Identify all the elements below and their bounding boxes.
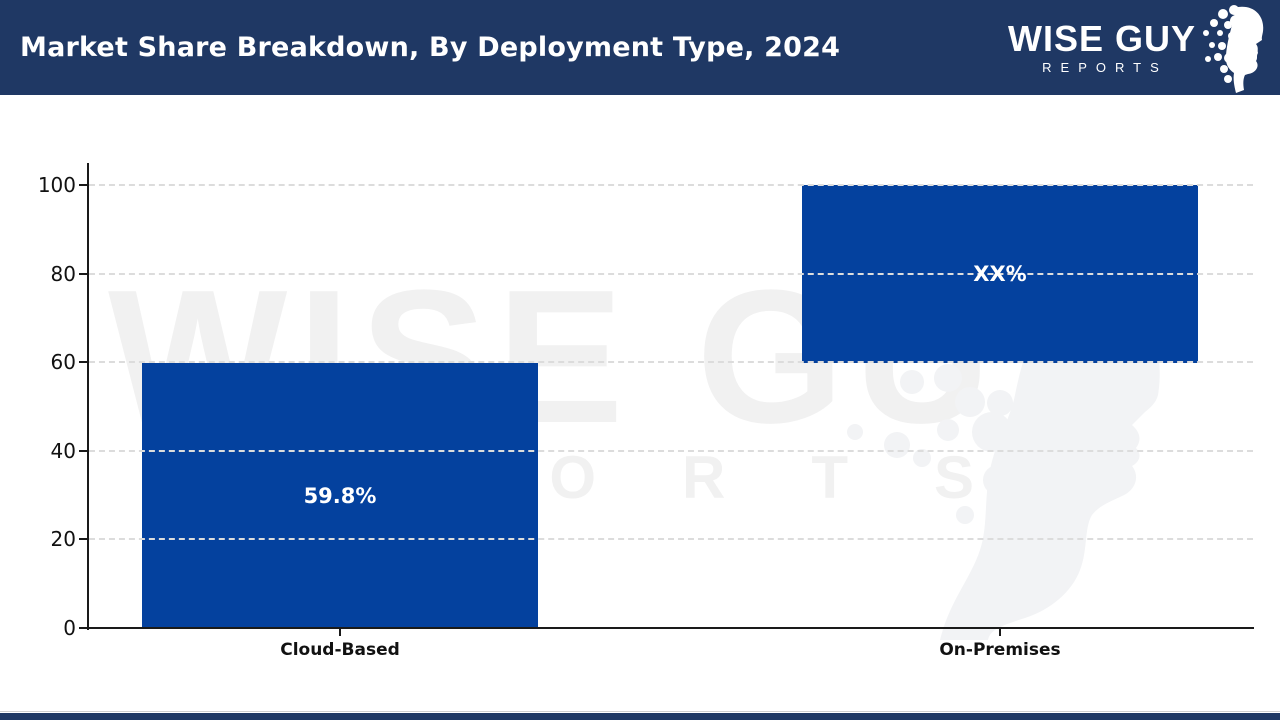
wise-guy-reports-logo: WISE GUY REPORTS bbox=[1008, 3, 1270, 93]
y-tick-0 bbox=[79, 627, 87, 629]
y-tick-label-20: 20 bbox=[50, 527, 76, 552]
y-gridline-20 bbox=[89, 538, 1253, 541]
y-tick-20 bbox=[79, 538, 87, 541]
x-axis-spine bbox=[86, 627, 1254, 629]
y-gridline-40 bbox=[89, 449, 1253, 452]
x-category-label: On-Premises bbox=[939, 640, 1061, 660]
logo-text: WISE GUY REPORTS bbox=[1007, 18, 1196, 75]
y-tick-label-80: 80 bbox=[50, 261, 76, 286]
y-axis-spine bbox=[87, 163, 89, 630]
watermark-face-icon bbox=[847, 300, 1160, 640]
y-gridline-60 bbox=[89, 361, 1253, 364]
x-tick-0 bbox=[339, 629, 341, 636]
x-category-label: Cloud-Based bbox=[280, 640, 400, 660]
chart-title: Market Share Breakdown, By Deployment Ty… bbox=[20, 32, 841, 63]
y-tick-60 bbox=[79, 361, 87, 364]
header: Market Share Breakdown, By Deployment Ty… bbox=[0, 0, 1280, 95]
y-tick-label-100: 100 bbox=[37, 173, 76, 198]
y-tick-80 bbox=[79, 272, 87, 275]
logo-face-icon bbox=[1203, 4, 1264, 93]
bar-value-label: XX% bbox=[973, 262, 1027, 287]
logo-wordmark: WISE GUY bbox=[1007, 18, 1196, 59]
footer-hairline bbox=[0, 711, 1280, 712]
logo-subtitle: REPORTS bbox=[1042, 60, 1168, 75]
footer-bar bbox=[0, 713, 1280, 720]
y-tick-100 bbox=[79, 184, 87, 187]
y-gridline-80 bbox=[89, 272, 1253, 275]
bar-value-label: 59.8% bbox=[303, 483, 377, 508]
bar-cloud-based bbox=[142, 363, 538, 628]
y-tick-label-40: 40 bbox=[50, 438, 76, 463]
y-tick-40 bbox=[79, 449, 87, 452]
y-tick-label-60: 60 bbox=[50, 350, 76, 375]
x-tick-1 bbox=[999, 629, 1001, 636]
y-tick-label-0: 0 bbox=[63, 616, 76, 640]
y-gridline-100 bbox=[89, 184, 1253, 187]
